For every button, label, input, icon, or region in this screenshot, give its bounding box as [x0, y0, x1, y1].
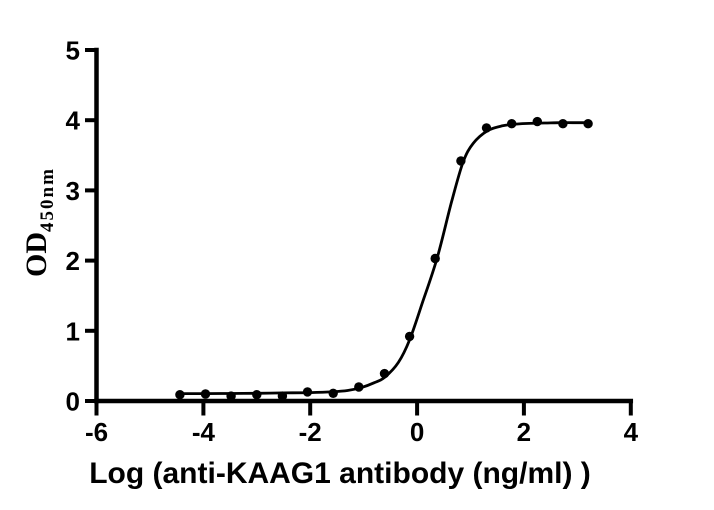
x-axis-title: Log (anti-KAAG1 antibody (ng/ml) )	[89, 457, 591, 490]
data-point	[328, 388, 338, 398]
x-tick-label: -2	[299, 417, 322, 447]
data-point	[481, 123, 492, 133]
data-point	[226, 391, 236, 401]
data-point	[583, 119, 593, 129]
y-tick-label: 4	[66, 106, 81, 136]
y-tick-label: 5	[66, 36, 80, 66]
y-axis-title: OD450nm	[20, 167, 58, 277]
x-tick-label: -4	[192, 417, 216, 447]
data-point	[404, 331, 415, 342]
data-point	[507, 119, 517, 129]
y-tick-label: 1	[66, 316, 80, 346]
data-point	[456, 156, 466, 166]
data-point	[200, 389, 211, 399]
x-tick-label: 2	[517, 417, 531, 447]
x-tick-label: 4	[624, 417, 639, 447]
data-point	[252, 390, 262, 400]
x-axis-ticks	[94, 401, 633, 416]
data-point	[558, 119, 568, 129]
y-axis-title-main: OD	[20, 232, 53, 277]
x-axis: -6 -4 -2 0 2 4 Log (anti-KAAG1 antibody (ng/m…	[85, 398, 639, 490]
x-tick-label: -6	[85, 417, 108, 447]
y-axis-tick-labels: 0 1 2 3 4 5	[66, 36, 81, 417]
data-point	[175, 390, 185, 400]
data-point	[430, 253, 440, 264]
x-axis-tick-labels: -6 -4 -2 0 2 4	[85, 417, 639, 447]
y-tick-label: 0	[66, 387, 80, 417]
y-tick-label: 3	[66, 176, 80, 206]
data-point	[379, 368, 390, 379]
data-point	[277, 391, 288, 401]
data-points	[175, 116, 593, 401]
y-axis-title-subscript: 450nm	[37, 167, 58, 232]
data-point	[302, 387, 313, 397]
data-point	[354, 382, 364, 392]
y-axis: 0 1 2 3 4 5 OD450nm	[20, 36, 99, 417]
sigmoid-fit-curve	[178, 121, 590, 396]
x-tick-label: 0	[410, 417, 424, 447]
data-point	[532, 116, 542, 127]
y-tick-label: 2	[66, 246, 80, 276]
